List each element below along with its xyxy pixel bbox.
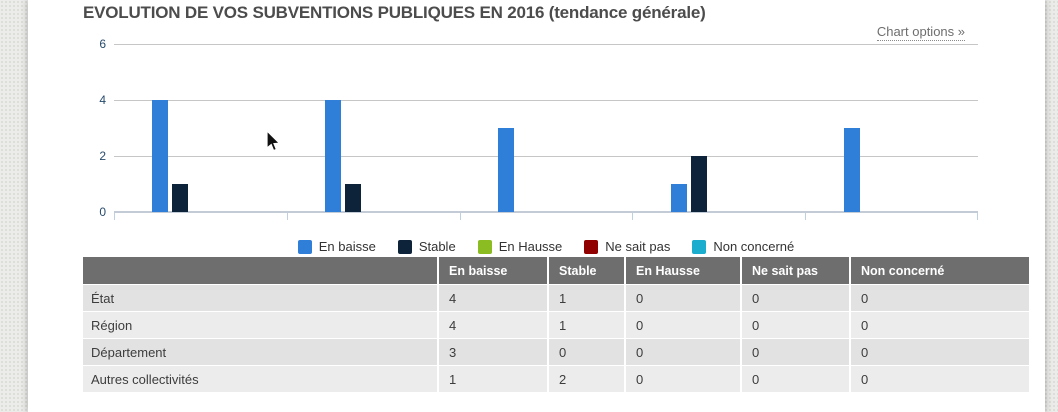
chart-legend: En baisse Stable En Hausse Ne sait pas Non c… [114, 239, 978, 254]
y-axis-tick-label: 4 [99, 93, 106, 107]
y-axis-tick-label: 6 [99, 37, 106, 51]
gridline [114, 100, 978, 101]
table-header-cell: En baisse [439, 257, 547, 284]
legend-label: En Hausse [498, 239, 563, 254]
table-cell: 0 [851, 312, 1029, 338]
table-cell: 0 [851, 366, 1029, 392]
table-cell: 0 [742, 312, 849, 338]
table-cell: 0 [742, 285, 849, 311]
bar[interactable] [497, 128, 514, 212]
y-axis-tick-label: 0 [99, 205, 106, 219]
bar-groups [114, 44, 978, 212]
bar-group [805, 44, 978, 212]
legend-swatch [692, 239, 707, 254]
bar-group [632, 44, 805, 212]
legend-item[interactable]: En Hausse [477, 239, 563, 254]
legend-swatch [584, 239, 599, 254]
legend-item[interactable]: En baisse [297, 239, 376, 254]
bar[interactable] [843, 128, 860, 212]
bar[interactable] [690, 156, 707, 212]
legend-swatch [477, 239, 492, 254]
table-cell: 0 [742, 366, 849, 392]
chart-options-link[interactable]: Chart options » [876, 24, 965, 41]
table-row-label: Autres collectivités [83, 366, 437, 392]
legend-item[interactable]: Ne sait pas [584, 239, 670, 254]
mouse-cursor-icon [266, 130, 281, 152]
y-axis-tick-label: 2 [99, 149, 106, 163]
table-cell: 1 [439, 366, 547, 392]
table-row-label: État [83, 285, 437, 311]
x-axis-tick [459, 213, 461, 220]
x-axis-tick [114, 213, 115, 220]
table-cell: 0 [851, 285, 1029, 311]
bar[interactable] [670, 184, 687, 212]
table-cell: 3 [439, 339, 547, 365]
gridline [114, 44, 978, 45]
table-cell: 0 [549, 339, 624, 365]
legend-label: Ne sait pas [605, 239, 671, 254]
legend-label: Stable [418, 239, 456, 254]
table-cell: 1 [549, 312, 624, 338]
legend-item[interactable]: Non concerné [692, 239, 794, 254]
x-axis-tick [632, 213, 634, 220]
table-header-cell [83, 257, 437, 284]
bar-group [460, 44, 633, 212]
legend-swatch [297, 239, 312, 254]
bar-group [114, 44, 287, 212]
table-cell: 0 [626, 285, 740, 311]
bar[interactable] [172, 184, 189, 212]
legend-label: Non concerné [713, 239, 795, 254]
content-panel: EVOLUTION DE VOS SUBVENTIONS PUBLIQUES E… [28, 0, 1045, 412]
legend-swatch [397, 239, 412, 254]
table-cell: 0 [626, 339, 740, 365]
bar[interactable] [152, 100, 169, 212]
table-cell: 4 [439, 285, 547, 311]
x-axis-tick [286, 213, 288, 220]
table-cell: 0 [626, 312, 740, 338]
page-title: EVOLUTION DE VOS SUBVENTIONS PUBLIQUES E… [83, 3, 706, 22]
table-row-label: Département [83, 339, 437, 365]
table-cell: 1 [549, 285, 624, 311]
legend-label: En baisse [318, 239, 376, 254]
table-cell: 2 [549, 366, 624, 392]
x-axis-line [114, 211, 978, 213]
table-header-cell: Non concerné [851, 257, 1029, 284]
table-header-cell: Ne sait pas [742, 257, 849, 284]
legend-item[interactable]: Stable [397, 239, 456, 254]
table-cell: 0 [742, 339, 849, 365]
table-cell: 4 [439, 312, 547, 338]
table-cell: 0 [851, 339, 1029, 365]
table-cell: 0 [626, 366, 740, 392]
table-row-label: Région [83, 312, 437, 338]
x-axis-tick [977, 213, 978, 220]
gridline [114, 156, 978, 157]
chart-plot-area [114, 44, 978, 220]
bar-group [287, 44, 460, 212]
table-header-cell: Stable [549, 257, 624, 284]
x-axis-tick [805, 213, 807, 220]
bar[interactable] [345, 184, 362, 212]
table-header-cell: En Hausse [626, 257, 740, 284]
results-table: En baisse Stable En Hausse Ne sait pas Non c… [83, 257, 1029, 392]
bar[interactable] [325, 100, 342, 212]
